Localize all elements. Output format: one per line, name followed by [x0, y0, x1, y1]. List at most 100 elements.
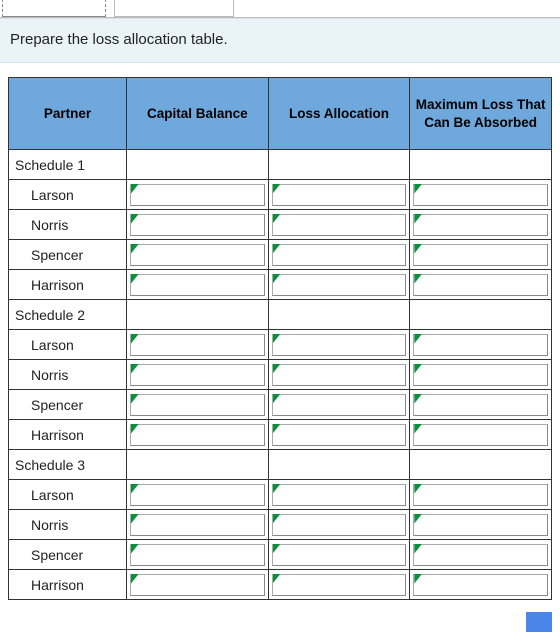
- amount-input[interactable]: [130, 424, 265, 446]
- data-cell: [127, 330, 269, 360]
- table-row: Larson: [9, 330, 552, 360]
- data-cell: [410, 270, 552, 300]
- col-header-partner: Partner: [9, 78, 127, 150]
- amount-input[interactable]: [130, 394, 265, 416]
- table-row: Schedule 2: [9, 300, 552, 330]
- amount-input[interactable]: [413, 184, 548, 206]
- amount-input[interactable]: [413, 274, 548, 296]
- row-label: Larson: [9, 480, 127, 510]
- table-row: Spencer: [9, 240, 552, 270]
- data-cell: [268, 240, 410, 270]
- data-cell: [127, 570, 269, 600]
- row-label: Schedule 2: [9, 300, 127, 330]
- data-cell: [268, 360, 410, 390]
- amount-input[interactable]: [413, 544, 548, 566]
- data-cell: [127, 180, 269, 210]
- data-cell: [268, 570, 410, 600]
- amount-input[interactable]: [272, 544, 407, 566]
- table-row: Harrison: [9, 270, 552, 300]
- amount-input[interactable]: [130, 574, 265, 596]
- data-cell: [127, 210, 269, 240]
- amount-input[interactable]: [272, 184, 407, 206]
- amount-input[interactable]: [130, 484, 265, 506]
- amount-input[interactable]: [413, 574, 548, 596]
- data-cell: [410, 540, 552, 570]
- data-cell: [268, 480, 410, 510]
- data-cell: [410, 480, 552, 510]
- amount-input[interactable]: [272, 484, 407, 506]
- data-cell: [268, 450, 410, 480]
- data-cell: [410, 450, 552, 480]
- data-cell: [127, 540, 269, 570]
- amount-input[interactable]: [272, 274, 407, 296]
- table-row: Schedule 1: [9, 150, 552, 180]
- data-cell: [410, 180, 552, 210]
- data-cell: [268, 420, 410, 450]
- table-row: Schedule 3: [9, 450, 552, 480]
- amount-input[interactable]: [130, 544, 265, 566]
- row-label: Spencer: [9, 540, 127, 570]
- amount-input[interactable]: [272, 424, 407, 446]
- amount-input[interactable]: [413, 244, 548, 266]
- table-row: Norris: [9, 210, 552, 240]
- amount-input[interactable]: [130, 274, 265, 296]
- amount-input[interactable]: [272, 244, 407, 266]
- table-header-row: Partner Capital Balance Loss Allocation …: [9, 78, 552, 150]
- data-cell: [127, 270, 269, 300]
- amount-input[interactable]: [130, 364, 265, 386]
- amount-input[interactable]: [272, 364, 407, 386]
- amount-input[interactable]: [130, 334, 265, 356]
- col-header-capital-balance: Capital Balance: [127, 78, 269, 150]
- amount-input[interactable]: [413, 514, 548, 536]
- top-toolbar: [0, 0, 560, 18]
- row-label: Norris: [9, 210, 127, 240]
- row-label: Norris: [9, 510, 127, 540]
- row-label: Harrison: [9, 270, 127, 300]
- toolbar-slot-a: [2, 0, 106, 17]
- amount-input[interactable]: [130, 184, 265, 206]
- toolbar-slot-b[interactable]: [114, 0, 234, 17]
- data-cell: [410, 210, 552, 240]
- row-label: Norris: [9, 360, 127, 390]
- row-label: Spencer: [9, 390, 127, 420]
- loss-allocation-table: Partner Capital Balance Loss Allocation …: [8, 77, 552, 600]
- table-row: Harrison: [9, 420, 552, 450]
- amount-input[interactable]: [130, 514, 265, 536]
- instruction-text: Prepare the loss allocation table.: [0, 18, 560, 63]
- row-label: Larson: [9, 330, 127, 360]
- amount-input[interactable]: [413, 484, 548, 506]
- data-cell: [268, 270, 410, 300]
- data-cell: [127, 450, 269, 480]
- data-cell: [268, 180, 410, 210]
- amount-input[interactable]: [413, 364, 548, 386]
- data-cell: [268, 300, 410, 330]
- data-cell: [127, 150, 269, 180]
- data-cell: [127, 240, 269, 270]
- col-header-max-loss: Maximum Loss That Can Be Absorbed: [410, 78, 552, 150]
- amount-input[interactable]: [413, 214, 548, 236]
- data-cell: [127, 360, 269, 390]
- amount-input[interactable]: [272, 334, 407, 356]
- amount-input[interactable]: [413, 334, 548, 356]
- row-label: Harrison: [9, 570, 127, 600]
- data-cell: [127, 480, 269, 510]
- amount-input[interactable]: [272, 214, 407, 236]
- footer-button[interactable]: [526, 612, 552, 632]
- data-cell: [127, 300, 269, 330]
- amount-input[interactable]: [272, 394, 407, 416]
- data-cell: [127, 510, 269, 540]
- data-cell: [268, 540, 410, 570]
- data-cell: [268, 510, 410, 540]
- amount-input[interactable]: [272, 514, 407, 536]
- row-label: Schedule 3: [9, 450, 127, 480]
- amount-input[interactable]: [413, 424, 548, 446]
- table-row: Spencer: [9, 390, 552, 420]
- amount-input[interactable]: [130, 244, 265, 266]
- table-row: Norris: [9, 360, 552, 390]
- data-cell: [410, 330, 552, 360]
- amount-input[interactable]: [130, 214, 265, 236]
- amount-input[interactable]: [272, 574, 407, 596]
- row-label: Harrison: [9, 420, 127, 450]
- amount-input[interactable]: [413, 394, 548, 416]
- table-row: Norris: [9, 510, 552, 540]
